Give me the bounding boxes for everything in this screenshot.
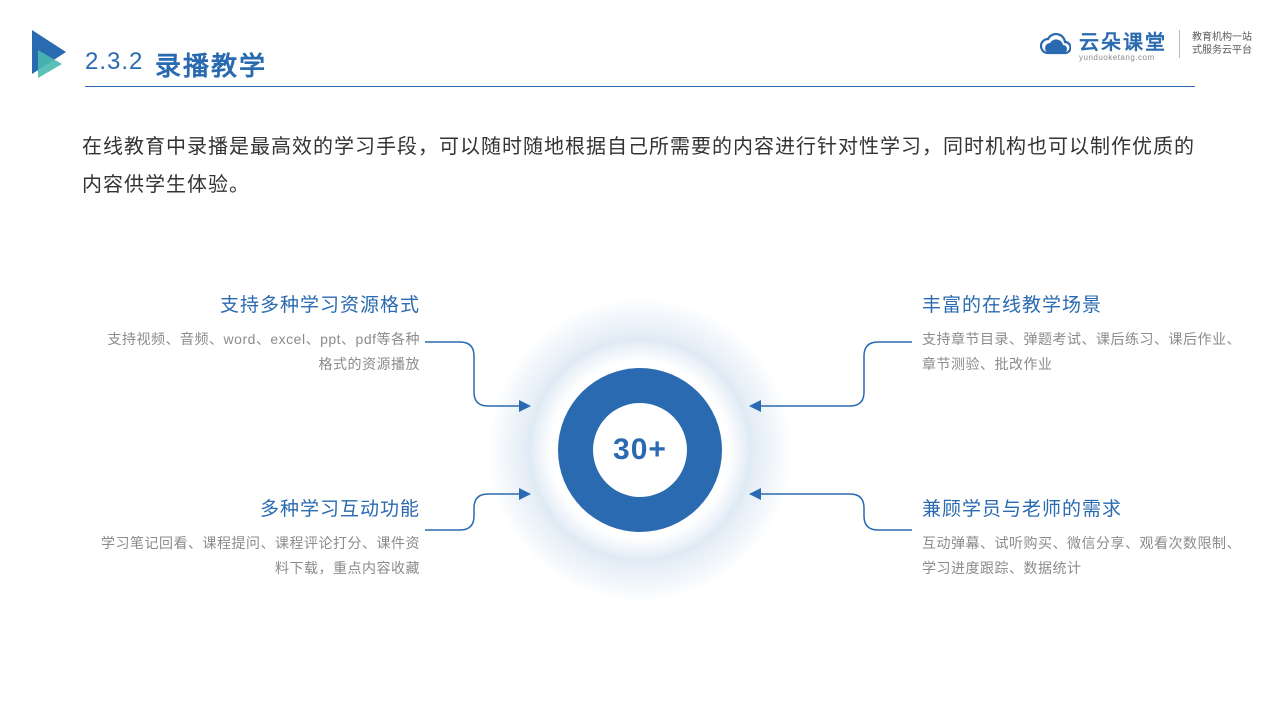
- feature-top-left: 支持多种学习资源格式 支持视频、音频、word、excel、ppt、pdf等各种…: [100, 290, 420, 377]
- ring-white: 30+: [593, 403, 687, 497]
- brand-logo: 云朵课堂 yunduoketang.com 教育机构一站 式服务云平台: [1039, 26, 1252, 62]
- brand-tagline: 教育机构一站 式服务云平台: [1192, 31, 1252, 57]
- header-underline: [85, 86, 1195, 87]
- feature-title: 多种学习互动功能: [100, 494, 420, 521]
- logo-separator: [1179, 30, 1180, 58]
- brand-domain: yunduoketang.com: [1079, 53, 1167, 62]
- center-circle: 30+: [490, 300, 790, 600]
- section-number: 2.3.2: [85, 48, 143, 76]
- brand-tagline-line2: 式服务云平台: [1192, 44, 1252, 57]
- feature-title: 兼顾学员与老师的需求: [922, 494, 1242, 521]
- intro-paragraph: 在线教育中录播是最高效的学习手段，可以随时随地根据自己所需要的内容进行针对性学习…: [82, 128, 1197, 204]
- feature-top-right: 丰富的在线教学场景 支持章节目录、弹题考试、课后练习、课后作业、章节测验、批改作…: [922, 290, 1242, 377]
- feature-title: 丰富的在线教学场景: [922, 290, 1242, 317]
- feature-desc: 支持章节目录、弹题考试、课后练习、课后作业、章节测验、批改作业: [922, 327, 1242, 377]
- feature-desc: 支持视频、音频、word、excel、ppt、pdf等各种格式的资源播放: [100, 327, 420, 377]
- feature-desc: 学习笔记回看、课程提问、课程评论打分、课件资料下载，重点内容收藏: [100, 531, 420, 581]
- feature-bottom-left: 多种学习互动功能 学习笔记回看、课程提问、课程评论打分、课件资料下载，重点内容收…: [100, 494, 420, 581]
- play-arrow-icon: [32, 30, 74, 78]
- brand-name: 云朵课堂: [1079, 26, 1167, 55]
- feature-title: 支持多种学习资源格式: [100, 290, 420, 317]
- feature-desc: 互动弹幕、试听购买、微信分享、观看次数限制、学习进度跟踪、数据统计: [922, 531, 1242, 581]
- ring-blue: 30+: [558, 368, 722, 532]
- center-value: 30+: [613, 433, 667, 467]
- cloud-icon: [1039, 33, 1071, 55]
- brand-tagline-line1: 教育机构一站: [1192, 31, 1252, 44]
- slide-root: 2.3.2 录播教学 云朵课堂 yunduoketang.com 教育机构一站 …: [0, 0, 1280, 720]
- feature-bottom-right: 兼顾学员与老师的需求 互动弹幕、试听购买、微信分享、观看次数限制、学习进度跟踪、…: [922, 494, 1242, 581]
- section-title: 录播教学: [155, 46, 267, 83]
